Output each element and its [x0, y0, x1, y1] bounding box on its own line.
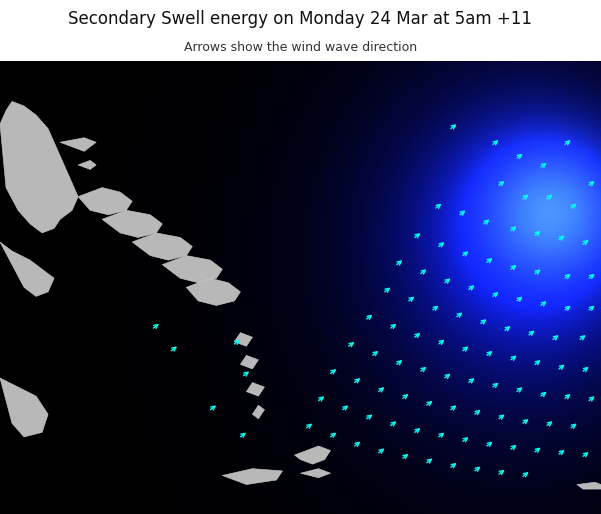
Polygon shape	[102, 210, 162, 237]
Polygon shape	[234, 333, 252, 346]
Polygon shape	[294, 446, 331, 464]
Polygon shape	[577, 482, 601, 489]
Polygon shape	[246, 382, 264, 396]
Polygon shape	[132, 233, 192, 260]
Polygon shape	[252, 405, 264, 419]
Polygon shape	[78, 188, 132, 215]
Polygon shape	[240, 355, 258, 369]
Text: Arrows show the wind wave direction: Arrows show the wind wave direction	[184, 41, 417, 54]
Polygon shape	[78, 160, 96, 170]
Polygon shape	[0, 242, 54, 297]
Polygon shape	[300, 469, 331, 478]
Polygon shape	[0, 101, 78, 233]
Polygon shape	[162, 255, 222, 283]
Polygon shape	[222, 469, 282, 485]
Text: Secondary Swell energy on Monday 24 Mar at 5am +11: Secondary Swell energy on Monday 24 Mar …	[69, 10, 532, 28]
Polygon shape	[186, 278, 240, 305]
Polygon shape	[0, 378, 48, 437]
Polygon shape	[60, 138, 96, 151]
